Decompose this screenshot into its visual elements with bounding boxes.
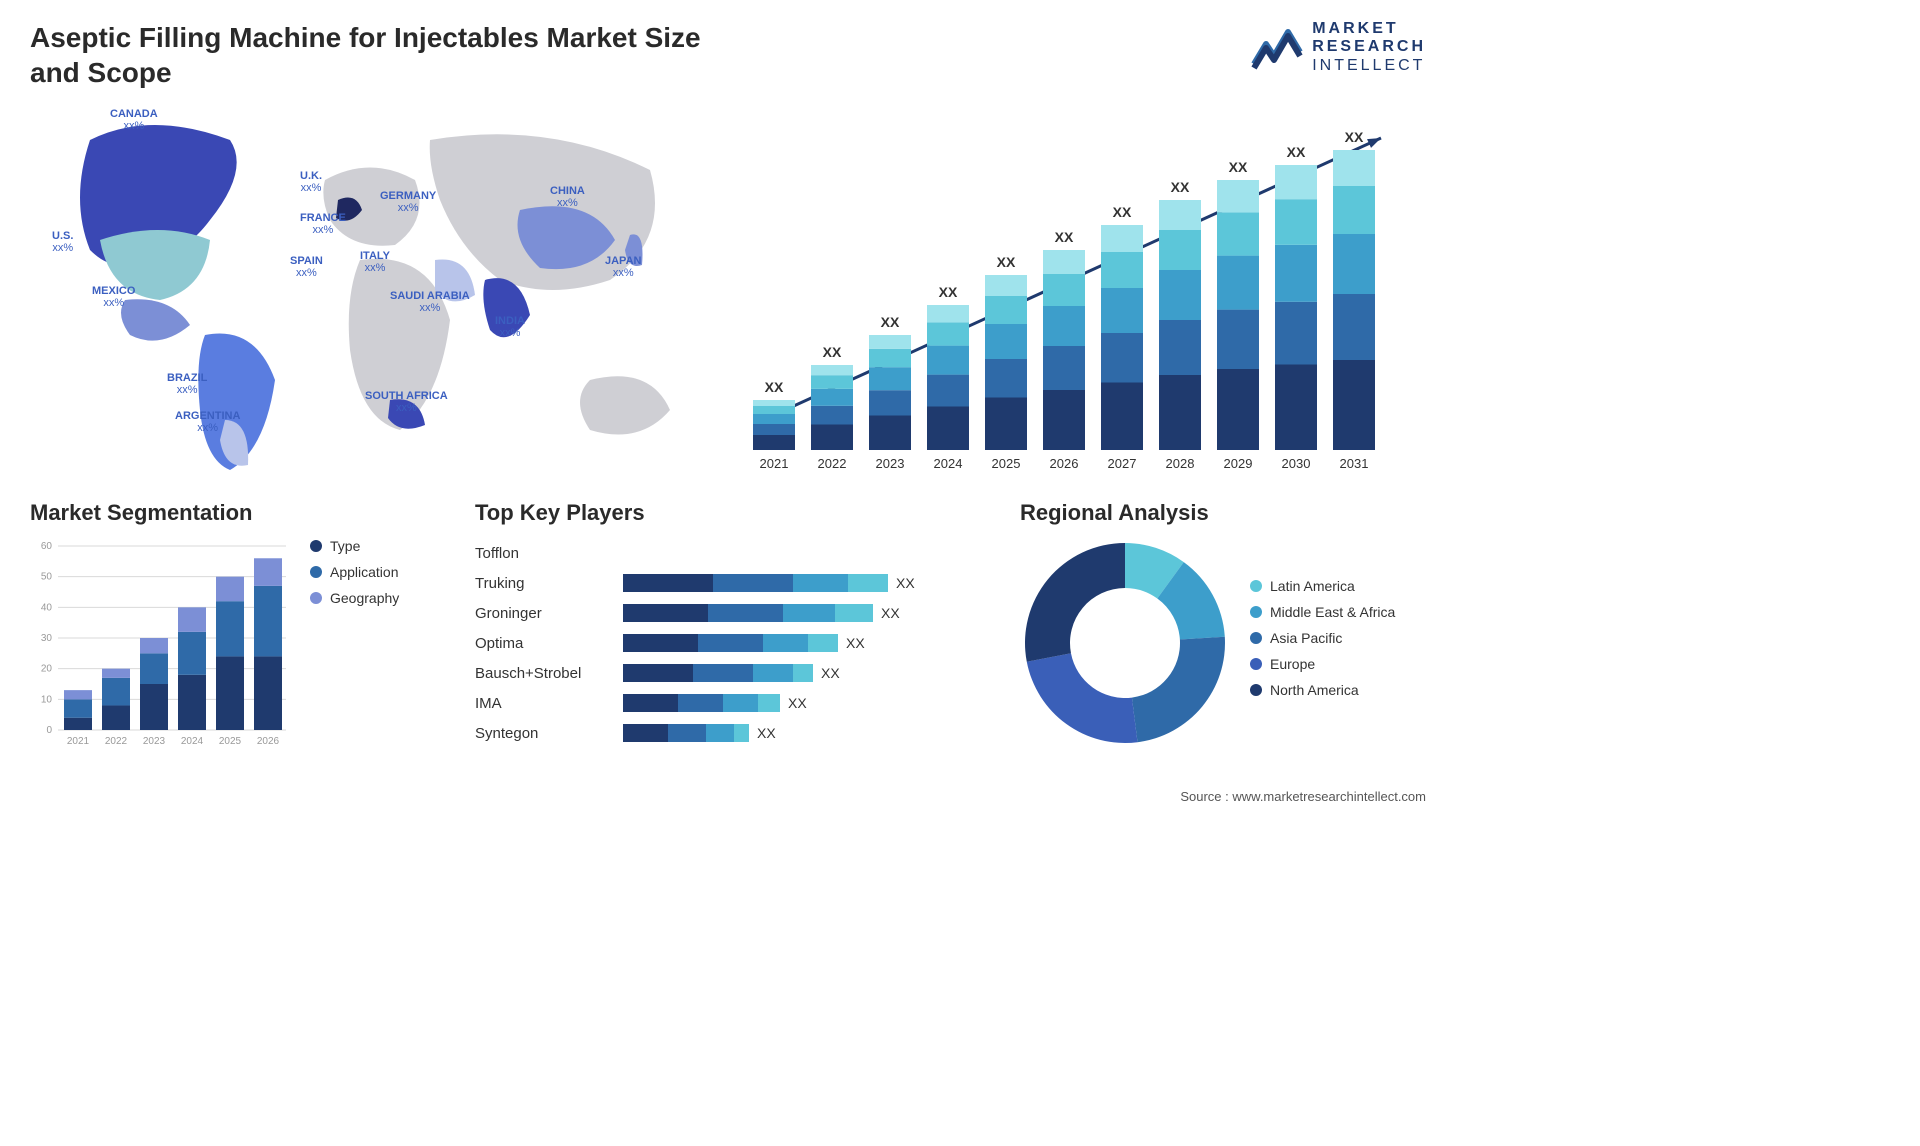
players-title: Top Key Players	[475, 500, 995, 526]
legend-item: Europe	[1250, 656, 1426, 672]
svg-text:2022: 2022	[105, 736, 128, 747]
svg-text:60: 60	[41, 541, 53, 552]
legend-item: North America	[1250, 682, 1426, 698]
map-label: GERMANYxx%	[380, 190, 436, 214]
svg-text:XX: XX	[765, 379, 784, 395]
map-label: BRAZILxx%	[167, 372, 207, 396]
svg-text:50: 50	[41, 572, 53, 583]
brand-logo: MARKET RESEARCH INTELLECT	[1250, 20, 1426, 75]
svg-text:2021: 2021	[67, 736, 90, 747]
player-bars: XXXXXXXXXXXX	[623, 538, 995, 748]
player-name: IMA	[475, 688, 605, 718]
growth-svg: XX 2021 XX 2022 XX 2023 XX 2024 XX 2025 XX 2026 XX 20…	[720, 120, 1426, 480]
world-map: CANADAxx% U.S.xx% MEXICOxx% BRAZILxx% ARGENT…	[30, 100, 690, 480]
player-name: Tofflon	[475, 538, 605, 568]
player-bar-row: XX	[623, 718, 995, 748]
header: Aseptic Filling Machine for Injectables …	[30, 20, 1426, 90]
svg-text:2028: 2028	[1166, 456, 1195, 471]
svg-text:XX: XX	[823, 344, 842, 360]
player-bar-row: XX	[623, 598, 995, 628]
logo-text: MARKET RESEARCH INTELLECT	[1312, 20, 1426, 75]
map-label: ITALYxx%	[360, 250, 390, 274]
map-label: SOUTH AFRICAxx%	[365, 390, 448, 414]
top-row: CANADAxx% U.S.xx% MEXICOxx% BRAZILxx% ARGENT…	[30, 100, 1426, 480]
svg-text:2026: 2026	[257, 736, 280, 747]
legend-item: Latin America	[1250, 578, 1426, 594]
map-label: U.K.xx%	[300, 170, 322, 194]
svg-text:20: 20	[41, 664, 53, 675]
svg-text:XX: XX	[939, 284, 958, 300]
legend-item: Geography	[310, 590, 450, 606]
regional-block: Regional Analysis Latin America Middle Ea…	[1020, 500, 1426, 748]
logo-icon	[1250, 24, 1304, 72]
svg-text:XX: XX	[881, 314, 900, 330]
player-name: Groninger	[475, 598, 605, 628]
regional-legend: Latin America Middle East & Africa Asia Pa…	[1250, 578, 1426, 708]
segmentation-chart: 0 10 20 30 40 50 60 2021 2022 2023 2024 2025 2026	[30, 538, 290, 748]
svg-text:2030: 2030	[1282, 456, 1311, 471]
svg-text:XX: XX	[1287, 144, 1306, 160]
map-label: CANADAxx%	[110, 108, 158, 132]
source-text: Source : www.marketresearchintellect.com	[1180, 789, 1426, 804]
svg-text:0: 0	[46, 725, 52, 736]
player-bar-row	[623, 538, 995, 568]
player-bar-row: XX	[623, 628, 995, 658]
svg-text:XX: XX	[1171, 179, 1190, 195]
map-label: JAPANxx%	[605, 255, 641, 279]
map-label: U.S.xx%	[52, 230, 73, 254]
donut-chart	[1020, 538, 1230, 748]
map-label: SAUDI ARABIAxx%	[390, 290, 470, 314]
player-bar-row: XX	[623, 568, 995, 598]
svg-text:XX: XX	[1229, 159, 1248, 175]
segmentation-legend: Type Application Geography	[310, 538, 450, 748]
map-label: CHINAxx%	[550, 185, 585, 209]
svg-text:2021: 2021	[760, 456, 789, 471]
page-title: Aseptic Filling Machine for Injectables …	[30, 20, 730, 90]
svg-text:XX: XX	[1345, 129, 1364, 145]
map-label: FRANCExx%	[300, 212, 346, 236]
svg-text:2031: 2031	[1340, 456, 1369, 471]
player-bar-row: XX	[623, 658, 995, 688]
svg-text:2023: 2023	[876, 456, 905, 471]
legend-item: Middle East & Africa	[1250, 604, 1426, 620]
regional-title: Regional Analysis	[1020, 500, 1426, 526]
svg-text:10: 10	[41, 694, 53, 705]
svg-text:XX: XX	[1055, 229, 1074, 245]
player-names: TofflonTrukingGroningerOptimaBausch+Stro…	[475, 538, 605, 748]
bottom-row: Market Segmentation 0 10 20 30 40 50 60 2021 202…	[30, 500, 1426, 748]
segmentation-title: Market Segmentation	[30, 500, 450, 526]
svg-text:2029: 2029	[1224, 456, 1253, 471]
map-label: ARGENTINAxx%	[175, 410, 240, 434]
player-name: Optima	[475, 628, 605, 658]
legend-item: Asia Pacific	[1250, 630, 1426, 646]
player-name: Truking	[475, 568, 605, 598]
svg-text:2024: 2024	[934, 456, 963, 471]
legend-item: Type	[310, 538, 450, 554]
svg-text:2027: 2027	[1108, 456, 1137, 471]
player-bar-row: XX	[623, 688, 995, 718]
map-label: SPAINxx%	[290, 255, 323, 279]
svg-text:2025: 2025	[992, 456, 1021, 471]
svg-text:XX: XX	[1113, 204, 1132, 220]
svg-text:2025: 2025	[219, 736, 242, 747]
player-name: Syntegon	[475, 718, 605, 748]
svg-text:2023: 2023	[143, 736, 166, 747]
svg-text:30: 30	[41, 633, 53, 644]
segmentation-block: Market Segmentation 0 10 20 30 40 50 60 2021 202…	[30, 500, 450, 748]
map-label: INDIAxx%	[495, 315, 525, 339]
svg-text:XX: XX	[997, 254, 1016, 270]
svg-text:40: 40	[41, 602, 53, 613]
legend-item: Application	[310, 564, 450, 580]
growth-chart: XX 2021 XX 2022 XX 2023 XX 2024 XX 2025 XX 2026 XX 20…	[720, 100, 1426, 480]
svg-text:2026: 2026	[1050, 456, 1079, 471]
svg-text:2022: 2022	[818, 456, 847, 471]
map-label: MEXICOxx%	[92, 285, 135, 309]
players-block: Top Key Players TofflonTrukingGroningerO…	[475, 500, 995, 748]
svg-text:2024: 2024	[181, 736, 204, 747]
player-name: Bausch+Strobel	[475, 658, 605, 688]
